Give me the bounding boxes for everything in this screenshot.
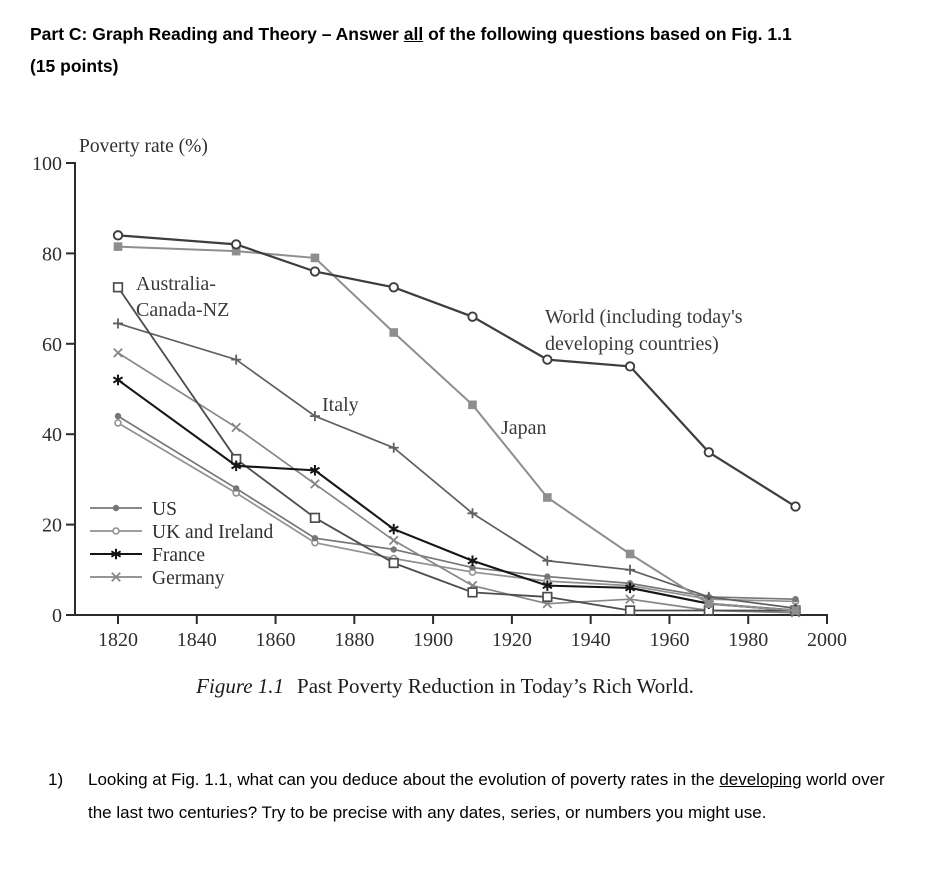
question-text-part2: world over the last two centuries? Try t… bbox=[88, 770, 885, 822]
svg-text:0: 0 bbox=[52, 605, 62, 627]
svg-text:1880: 1880 bbox=[334, 629, 374, 651]
series-us bbox=[114, 412, 799, 603]
figure-caption: Figure 1.1 Past Poverty Reduction in Toda… bbox=[0, 674, 890, 699]
svg-text:Japan: Japan bbox=[501, 417, 547, 439]
annotation-world-including-today-s: World (including today's developing count… bbox=[545, 306, 743, 355]
series-australia-canada-nz bbox=[112, 282, 801, 616]
svg-text:1860: 1860 bbox=[256, 629, 296, 651]
svg-text:UK and Ireland: UK and Ireland bbox=[152, 522, 274, 543]
series-world-including-today-s-developing-countries bbox=[112, 230, 801, 512]
svg-text:Germany: Germany bbox=[152, 568, 225, 589]
figure-caption-text: Past Poverty Reduction in Today’s Rich W… bbox=[297, 674, 694, 698]
svg-text:Poverty rate (%): Poverty rate (%) bbox=[79, 136, 208, 157]
svg-text:100: 100 bbox=[32, 153, 62, 175]
svg-text:France: France bbox=[152, 545, 205, 566]
question-number: 1) bbox=[48, 770, 64, 789]
svg-text:1820: 1820 bbox=[98, 629, 138, 651]
header-underlined-word: all bbox=[403, 24, 424, 44]
svg-text:Canada-NZ: Canada-NZ bbox=[136, 299, 229, 321]
svg-text:60: 60 bbox=[42, 334, 62, 356]
question-1: 1) Looking at Fig. 1.1, what can you ded… bbox=[48, 763, 908, 829]
header-text-suffix: of the following questions based on Fig.… bbox=[423, 24, 792, 44]
annotation-australia: Australia- Canada-NZ bbox=[136, 273, 229, 321]
annotation-italy: Italy bbox=[322, 394, 359, 416]
svg-text:1960: 1960 bbox=[649, 629, 689, 651]
question-underlined-word: developing bbox=[719, 770, 802, 789]
svg-text:World (including today's: World (including today's bbox=[545, 306, 743, 328]
question-text: Looking at Fig. 1.1, what can you deduce… bbox=[88, 763, 900, 829]
svg-text:80: 80 bbox=[42, 243, 62, 265]
poverty-chart: 0 20 40 60 80 100 1820 1840 1860 1880 1900 1920 1940… bbox=[32, 136, 847, 651]
svg-text:1840: 1840 bbox=[177, 629, 217, 651]
svg-text:1980: 1980 bbox=[728, 629, 768, 651]
figure-label: Figure 1.1 bbox=[196, 674, 285, 698]
header-line-1: Part C: Graph Reading and Theory – Answe… bbox=[30, 18, 930, 50]
annotation-japan: Japan bbox=[501, 417, 547, 439]
header-line-2: (15 points) bbox=[30, 56, 119, 76]
svg-text:20: 20 bbox=[42, 515, 62, 537]
header-text: Part C: Graph Reading and Theory – Answe… bbox=[30, 24, 404, 44]
y-axis-label: Poverty rate (%) bbox=[79, 136, 208, 157]
svg-text:2000: 2000 bbox=[807, 629, 847, 651]
svg-text:developing countries): developing countries) bbox=[545, 333, 719, 355]
question-text-part1: Looking at Fig. 1.1, what can you deduce… bbox=[88, 770, 720, 789]
svg-text:Australia-: Australia- bbox=[136, 273, 216, 295]
chart-axes: 0 20 40 60 80 100 1820 1840 1860 1880 1900 1920 1940… bbox=[32, 153, 847, 651]
svg-text:1940: 1940 bbox=[571, 629, 611, 651]
svg-text:Italy: Italy bbox=[322, 394, 359, 416]
svg-text:1920: 1920 bbox=[492, 629, 532, 651]
svg-text:US: US bbox=[152, 499, 177, 520]
question-header: Part C: Graph Reading and Theory – Answe… bbox=[30, 18, 930, 82]
svg-text:40: 40 bbox=[42, 424, 62, 446]
svg-text:1900: 1900 bbox=[413, 629, 453, 651]
